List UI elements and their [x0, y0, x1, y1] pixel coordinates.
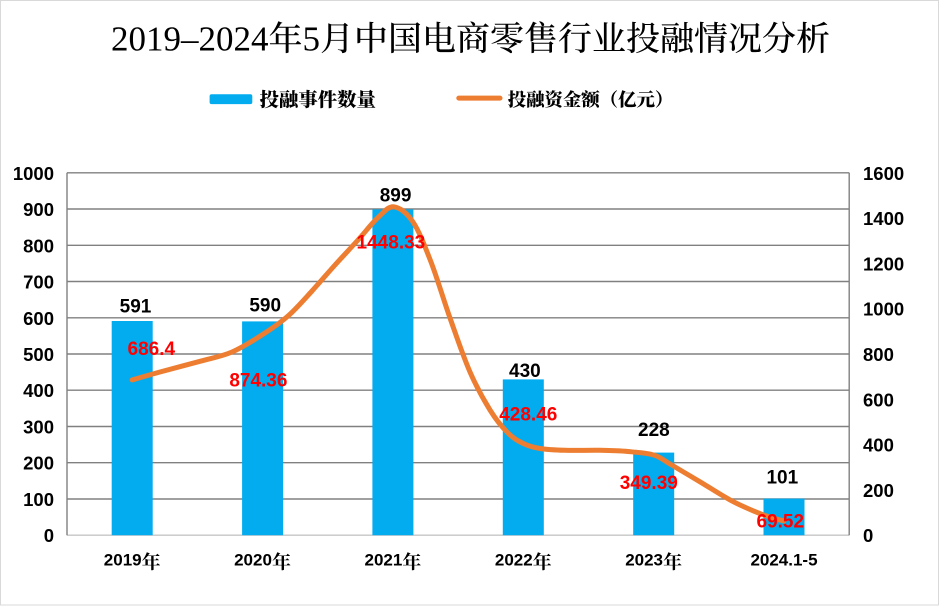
- svg-text:2024.1-5: 2024.1-5: [750, 551, 817, 570]
- svg-text:430: 430: [509, 361, 541, 382]
- svg-text:101: 101: [766, 468, 798, 489]
- svg-text:0: 0: [44, 525, 54, 546]
- svg-text:1000: 1000: [863, 299, 904, 320]
- svg-text:686.4: 686.4: [128, 339, 176, 360]
- svg-text:600: 600: [863, 389, 894, 410]
- svg-text:300: 300: [23, 417, 54, 438]
- svg-text:100: 100: [23, 489, 54, 510]
- svg-text:2023: 2023: [625, 551, 663, 570]
- svg-text:2019: 2019: [104, 551, 142, 570]
- svg-text:899: 899: [380, 186, 412, 207]
- svg-text:2020: 2020: [234, 551, 272, 570]
- svg-text:400: 400: [863, 435, 894, 456]
- svg-text:1400: 1400: [863, 208, 904, 229]
- svg-text:800: 800: [863, 344, 894, 365]
- svg-text:900: 900: [23, 199, 54, 220]
- svg-text:69.52: 69.52: [757, 512, 805, 533]
- svg-text:400: 400: [23, 380, 54, 401]
- svg-text:591: 591: [120, 297, 152, 318]
- svg-text:349.39: 349.39: [620, 473, 678, 494]
- svg-text:1600: 1600: [863, 163, 904, 184]
- svg-text:600: 600: [23, 308, 54, 329]
- svg-text:700: 700: [23, 272, 54, 293]
- svg-text:800: 800: [23, 235, 54, 256]
- svg-text:2021: 2021: [365, 551, 403, 570]
- svg-text:200: 200: [863, 480, 894, 501]
- svg-text:2019–2024: 2019–2024: [111, 19, 269, 58]
- svg-text:5: 5: [303, 19, 321, 58]
- svg-text:1200: 1200: [863, 253, 904, 274]
- svg-text:428.46: 428.46: [499, 405, 557, 426]
- svg-text:874.36: 874.36: [229, 370, 287, 391]
- svg-text:228: 228: [638, 420, 670, 441]
- svg-text:200: 200: [23, 453, 54, 474]
- svg-text:590: 590: [249, 296, 281, 317]
- svg-text:500: 500: [23, 344, 54, 365]
- svg-text:1448.33: 1448.33: [357, 232, 426, 253]
- svg-text:0: 0: [863, 525, 873, 546]
- svg-text:1000: 1000: [13, 163, 54, 184]
- svg-text:2022: 2022: [495, 551, 533, 570]
